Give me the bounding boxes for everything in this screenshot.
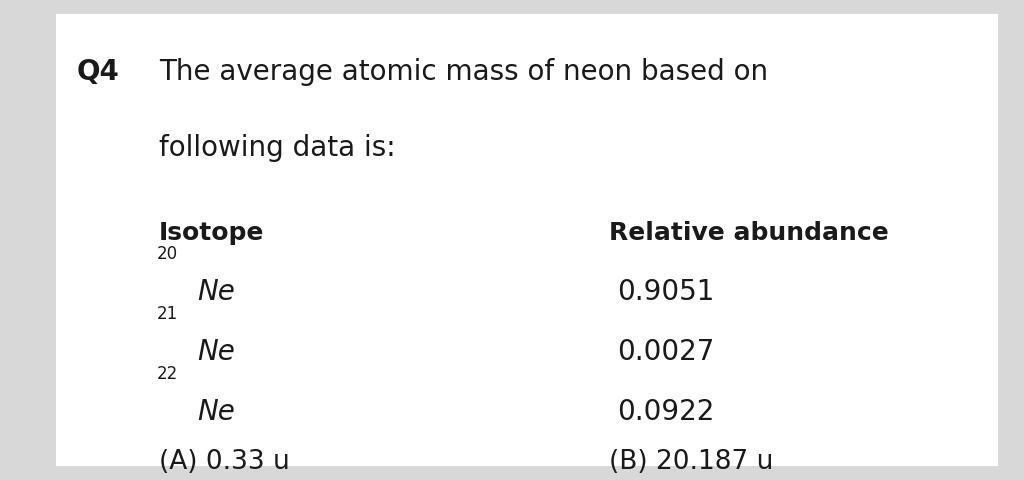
Text: Ne: Ne (198, 338, 236, 366)
Text: The average atomic mass of neon based on: The average atomic mass of neon based on (159, 58, 768, 85)
Text: Relative abundance: Relative abundance (609, 221, 889, 245)
Text: 20: 20 (157, 245, 178, 263)
Text: Ne: Ne (198, 398, 236, 426)
Text: Isotope: Isotope (159, 221, 264, 245)
Text: (B) 20.187 u: (B) 20.187 u (609, 449, 774, 475)
Text: Q4: Q4 (77, 58, 120, 85)
Text: 21: 21 (157, 305, 178, 323)
Text: 0.0027: 0.0027 (616, 338, 715, 366)
Text: Ne: Ne (198, 278, 236, 306)
Text: 0.9051: 0.9051 (616, 278, 715, 306)
Text: 22: 22 (157, 365, 178, 383)
FancyBboxPatch shape (56, 14, 998, 466)
Text: (A) 0.33 u: (A) 0.33 u (159, 449, 290, 475)
Text: 0.0922: 0.0922 (616, 398, 715, 426)
Text: following data is:: following data is: (159, 134, 395, 162)
